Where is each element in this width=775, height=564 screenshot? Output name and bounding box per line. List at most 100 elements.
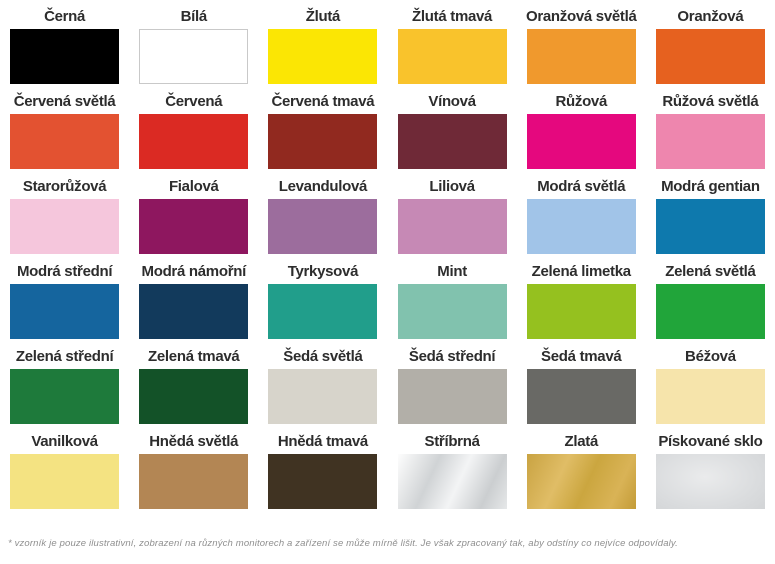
swatch-grid: Černá Bílá Žlutá Žlutá tmavá Oranžová světlá… bbox=[0, 3, 775, 513]
color-swatch bbox=[10, 114, 120, 169]
color-swatch bbox=[655, 284, 765, 339]
swatch-cell: Žlutá bbox=[258, 3, 387, 88]
swatch-label: Modrá světlá bbox=[537, 177, 626, 195]
color-swatch bbox=[10, 284, 120, 339]
swatch-cell: Vínová bbox=[388, 88, 517, 173]
swatch-label: Žlutá tmavá bbox=[412, 7, 493, 25]
color-swatch bbox=[655, 369, 765, 424]
swatch-label: Červená tmavá bbox=[271, 92, 375, 110]
swatch-label: Starorůžová bbox=[22, 177, 107, 195]
swatch-label: Oranžová světlá bbox=[525, 7, 637, 25]
swatch-cell: Růžová bbox=[517, 88, 646, 173]
swatch-cell: Červená tmavá bbox=[258, 88, 387, 173]
color-swatch bbox=[655, 29, 765, 84]
swatch-label: Vanilková bbox=[31, 432, 98, 450]
swatch-cell: Modrá světlá bbox=[517, 173, 646, 258]
color-swatch bbox=[10, 369, 120, 424]
color-swatch bbox=[139, 114, 249, 169]
swatch-cell: Šedá světlá bbox=[258, 343, 387, 428]
swatch-cell: Liliová bbox=[388, 173, 517, 258]
swatch-cell: Levandulová bbox=[258, 173, 387, 258]
swatch-cell: Pískované sklo bbox=[646, 428, 775, 513]
swatch-cell: Černá bbox=[0, 3, 129, 88]
swatch-label: Fialová bbox=[168, 177, 219, 195]
swatch-cell: Bílá bbox=[129, 3, 258, 88]
swatch-label: Tyrkysová bbox=[287, 262, 359, 280]
color-swatch bbox=[139, 199, 249, 254]
swatch-cell: Šedá střední bbox=[388, 343, 517, 428]
swatch-label: Modrá gentian bbox=[661, 177, 760, 195]
color-swatch bbox=[397, 454, 507, 509]
color-swatch bbox=[397, 29, 507, 84]
swatch-cell: Oranžová bbox=[646, 3, 775, 88]
swatch-cell: Mint bbox=[388, 258, 517, 343]
color-swatch bbox=[526, 454, 636, 509]
swatch-label: Levandulová bbox=[278, 177, 368, 195]
swatch-cell: Zelená tmavá bbox=[129, 343, 258, 428]
swatch-label: Modrá námořní bbox=[141, 262, 247, 280]
color-swatch bbox=[139, 29, 249, 84]
swatch-label: Růžová světlá bbox=[662, 92, 759, 110]
swatch-cell: Béžová bbox=[646, 343, 775, 428]
swatch-cell: Zelená střední bbox=[0, 343, 129, 428]
color-swatch bbox=[268, 199, 378, 254]
color-swatch bbox=[268, 114, 378, 169]
swatch-label: Žlutá bbox=[305, 7, 341, 25]
color-swatch bbox=[397, 199, 507, 254]
swatch-cell: Zelená světlá bbox=[646, 258, 775, 343]
swatch-label: Liliová bbox=[429, 177, 475, 195]
swatch-label: Stříbrná bbox=[424, 432, 480, 450]
color-swatch bbox=[397, 369, 507, 424]
swatch-cell: Starorůžová bbox=[0, 173, 129, 258]
color-swatch bbox=[397, 114, 507, 169]
swatch-cell: Hnědá světlá bbox=[129, 428, 258, 513]
swatch-label: Červená bbox=[165, 92, 223, 110]
swatch-cell: Tyrkysová bbox=[258, 258, 387, 343]
color-swatch bbox=[268, 29, 378, 84]
swatch-label: Mint bbox=[437, 262, 467, 280]
swatch-label: Modrá střední bbox=[16, 262, 113, 280]
swatch-cell: Vanilková bbox=[0, 428, 129, 513]
color-swatch bbox=[526, 29, 636, 84]
swatch-label: Béžová bbox=[685, 347, 736, 365]
swatch-cell: Modrá střední bbox=[0, 258, 129, 343]
color-swatch bbox=[268, 369, 378, 424]
swatch-cell: Růžová světlá bbox=[646, 88, 775, 173]
color-swatch bbox=[526, 199, 636, 254]
color-swatch bbox=[139, 284, 249, 339]
swatch-label: Červená světlá bbox=[13, 92, 116, 110]
color-swatch bbox=[526, 369, 636, 424]
swatch-label: Černá bbox=[44, 7, 86, 25]
swatch-cell: Modrá námořní bbox=[129, 258, 258, 343]
swatch-cell: Červená světlá bbox=[0, 88, 129, 173]
swatch-label: Zelená limetka bbox=[531, 262, 631, 280]
swatch-label: Zelená tmavá bbox=[148, 347, 240, 365]
swatch-cell: Stříbrná bbox=[388, 428, 517, 513]
swatch-cell: Modrá gentian bbox=[646, 173, 775, 258]
swatch-label: Pískované sklo bbox=[658, 432, 763, 450]
swatch-cell: Hnědá tmavá bbox=[258, 428, 387, 513]
swatch-cell: Šedá tmavá bbox=[517, 343, 646, 428]
color-swatch bbox=[655, 114, 765, 169]
swatch-label: Bílá bbox=[180, 7, 208, 25]
swatch-label: Zelená světlá bbox=[665, 262, 756, 280]
color-swatch bbox=[139, 454, 249, 509]
swatch-cell: Fialová bbox=[129, 173, 258, 258]
color-swatch bbox=[655, 454, 765, 509]
swatch-label: Vínová bbox=[428, 92, 476, 110]
color-swatch bbox=[10, 199, 120, 254]
swatch-cell: Červená bbox=[129, 88, 258, 173]
swatch-label: Zelená střední bbox=[15, 347, 114, 365]
swatch-label: Šedá tmavá bbox=[541, 347, 622, 365]
swatch-label: Oranžová bbox=[677, 7, 744, 25]
swatch-label: Šedá světlá bbox=[283, 347, 363, 365]
footnote: * vzorník je pouze ilustrativní, zobraze… bbox=[8, 538, 678, 549]
swatch-label: Hnědá světlá bbox=[149, 432, 239, 450]
color-swatch bbox=[268, 284, 378, 339]
color-swatch bbox=[397, 284, 507, 339]
swatch-cell: Zlatá bbox=[517, 428, 646, 513]
color-swatch bbox=[10, 29, 120, 84]
swatch-label: Růžová bbox=[555, 92, 608, 110]
color-swatch bbox=[526, 284, 636, 339]
